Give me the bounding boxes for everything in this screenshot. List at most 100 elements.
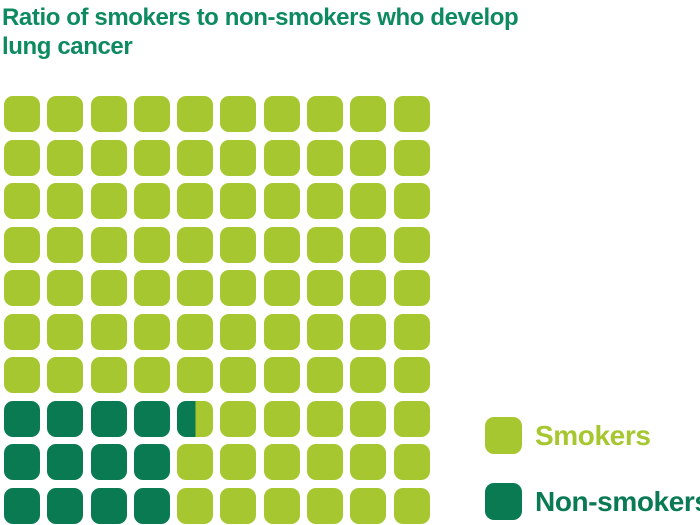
- waffle-cell-smoker: [220, 96, 257, 132]
- waffle-cell-smoker: [393, 313, 430, 350]
- waffle-cell-smoker: [350, 487, 387, 524]
- waffle-grid: [4, 96, 430, 524]
- waffle-cell-smoker: [4, 357, 40, 393]
- waffle-cell-non-smoker: [4, 444, 40, 480]
- waffle-cell-smoker: [307, 357, 344, 393]
- waffle-cell-smoker: [177, 444, 214, 480]
- waffle-cell-smoker: [263, 270, 300, 306]
- waffle-cell-smoker: [90, 270, 127, 306]
- waffle-cell-smoker: [393, 400, 430, 437]
- waffle-cell-smoker: [133, 139, 170, 176]
- waffle-cell-smoker: [263, 357, 300, 393]
- waffle-cell-smoker: [263, 400, 300, 437]
- waffle-cell-smoker: [393, 357, 430, 393]
- waffle-cell-smoker: [133, 270, 170, 306]
- waffle-cell-smoker: [90, 183, 127, 219]
- waffle-cell-smoker: [220, 270, 257, 306]
- waffle-cell-smoker: [220, 400, 257, 437]
- waffle-cell-smoker: [220, 139, 257, 176]
- waffle-cell-smoker: [393, 226, 430, 263]
- waffle-cell-smoker: [393, 487, 430, 524]
- waffle-cell-smoker: [47, 139, 84, 176]
- waffle-cell-smoker: [307, 487, 344, 524]
- waffle-cell-smoker: [263, 444, 300, 480]
- waffle-cell-smoker: [177, 487, 214, 524]
- waffle-cell-smoker: [177, 96, 214, 132]
- waffle-cell-smoker: [307, 270, 344, 306]
- waffle-cell-smoker: [220, 226, 257, 263]
- waffle-cell-smoker: [4, 270, 40, 306]
- chart-title-line-2: lung cancer: [2, 33, 133, 60]
- waffle-cell-smoker: [47, 226, 84, 263]
- waffle-cell-smoker: [263, 313, 300, 350]
- waffle-cell-non-smoker: [133, 400, 170, 437]
- waffle-cell-smoker: [90, 139, 127, 176]
- chart-title-line-1: Ratio of smokers to non-smokers who deve…: [2, 4, 519, 31]
- waffle-cell-smoker: [220, 183, 257, 219]
- waffle-cell-non-smoker: [133, 444, 170, 480]
- waffle-cell-smoker: [263, 96, 300, 132]
- waffle-cell-smoker: [393, 96, 430, 132]
- waffle-cell-smoker: [350, 357, 387, 393]
- waffle-cell-smoker: [220, 313, 257, 350]
- waffle-cell-smoker: [307, 313, 344, 350]
- waffle-cell-non-smoker: [47, 487, 84, 524]
- waffle-cell-smoker: [350, 444, 387, 480]
- chart-title: Ratio of smokers to non-smokers who deve…: [2, 3, 519, 61]
- waffle-cell-non-smoker: [90, 444, 127, 480]
- legend-item-smokers: Smokers: [485, 417, 700, 454]
- waffle-cell-non-smoker: [90, 487, 127, 524]
- waffle-cell-non-smoker: [133, 487, 170, 524]
- waffle-cell-smoker: [177, 357, 214, 393]
- waffle-cell-smoker: [307, 444, 344, 480]
- legend: Smokers Non-smokers: [485, 417, 700, 520]
- waffle-cell-smoker: [133, 183, 170, 219]
- waffle-cell-smoker: [350, 313, 387, 350]
- waffle-cell-smoker: [133, 357, 170, 393]
- waffle-cell-smoker: [350, 226, 387, 263]
- waffle-cell-smoker: [393, 270, 430, 306]
- waffle-cell-smoker: [133, 226, 170, 263]
- waffle-cell-smoker: [220, 357, 257, 393]
- waffle-cell-smoker: [4, 139, 40, 176]
- legend-label-non-smokers: Non-smokers: [535, 485, 700, 517]
- waffle-cell-smoker: [177, 139, 214, 176]
- waffle-cell-smoker: [307, 139, 344, 176]
- waffle-cell-smoker: [263, 139, 300, 176]
- waffle-cell-smoker: [393, 139, 430, 176]
- legend-label-smokers: Smokers: [535, 419, 651, 451]
- waffle-cell-smoker: [350, 183, 387, 219]
- waffle-cell-smoker: [263, 487, 300, 524]
- waffle-cell-smoker: [47, 270, 84, 306]
- waffle-cell-smoker: [47, 313, 84, 350]
- waffle-cell-non-smoker: [47, 444, 84, 480]
- waffle-cell-smoker: [350, 400, 387, 437]
- waffle-cell-smoker: [393, 183, 430, 219]
- waffle-cell-smoker: [393, 444, 430, 480]
- waffle-cell-smoker: [307, 400, 344, 437]
- waffle-cell-smoker: [307, 96, 344, 132]
- waffle-cell-non-smoker: [47, 400, 84, 437]
- legend-item-non-smokers: Non-smokers: [485, 483, 700, 520]
- waffle-cell-smoker: [350, 96, 387, 132]
- waffle-cell-smoker: [47, 357, 84, 393]
- waffle-cell-smoker: [90, 357, 127, 393]
- waffle-cell-smoker: [177, 226, 214, 263]
- waffle-cell-smoker: [47, 183, 84, 219]
- waffle-cell-non-smoker: [4, 487, 40, 524]
- waffle-cell-split: [177, 400, 214, 437]
- waffle-cell-smoker: [4, 313, 40, 350]
- waffle-cell-smoker: [350, 270, 387, 306]
- waffle-cell-smoker: [263, 183, 300, 219]
- waffle-cell-smoker: [177, 270, 214, 306]
- waffle-cell-smoker: [220, 444, 257, 480]
- waffle-cell-smoker: [220, 487, 257, 524]
- waffle-cell-smoker: [350, 139, 387, 176]
- waffle-cell-smoker: [133, 96, 170, 132]
- waffle-cell-smoker: [4, 226, 40, 263]
- waffle-cell-smoker: [307, 183, 344, 219]
- smokers-swatch-icon: [485, 417, 522, 454]
- waffle-cell-non-smoker: [90, 400, 127, 437]
- waffle-cell-smoker: [47, 96, 84, 132]
